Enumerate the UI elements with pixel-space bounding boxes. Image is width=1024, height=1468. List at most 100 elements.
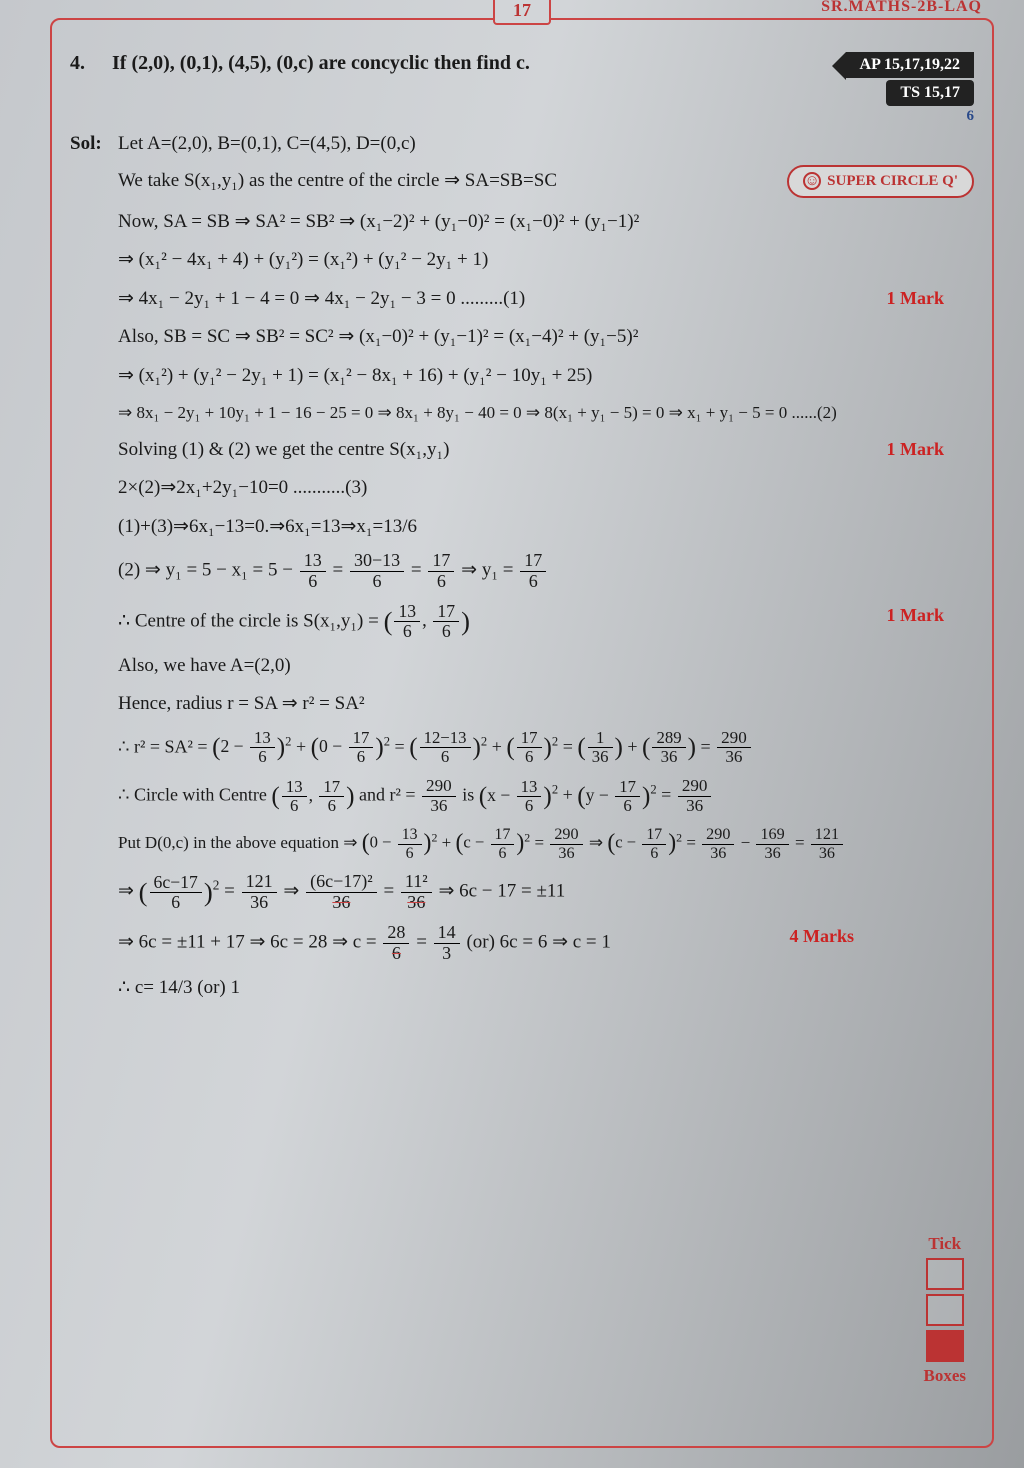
line-10: (2) ⇒ y₁ = 5 − x₁ = 5 − 136 = 30−136 = 1…: [118, 551, 974, 592]
f23n: 17: [642, 826, 666, 844]
f32d: 3: [434, 944, 460, 964]
f24n: 290: [702, 826, 734, 845]
line-1: Now, SA = SB ⇒ SA² = SB² ⇒ (x₁−2)² + (y₁…: [118, 208, 974, 237]
f17n: 13: [517, 778, 542, 797]
mark-4: 4 Marks: [790, 923, 855, 950]
f10d: 6: [517, 748, 542, 766]
f13d: 36: [717, 748, 751, 767]
f3d: 6: [428, 572, 454, 592]
f2n: 30−13: [350, 551, 404, 572]
f27d: 6: [150, 893, 202, 912]
f27n: 6c−17: [150, 873, 202, 893]
f2d: 6: [350, 572, 404, 592]
l14-prefix: ∴ r² = SA² =: [118, 736, 212, 756]
f28d: 36: [242, 893, 277, 913]
f22n: 290: [550, 826, 582, 845]
f7d: 6: [250, 748, 275, 766]
f21n: 17: [491, 826, 515, 844]
f15n: 17: [319, 778, 344, 797]
f5d: 6: [394, 622, 420, 641]
ap-badge: AP 15,17,19,22: [846, 52, 974, 78]
f30n: 11²: [401, 872, 432, 893]
line-8: 2×(2)⇒2x₁+2y₁−10=0 ...........(3): [118, 474, 974, 503]
f31n: 28: [383, 923, 409, 944]
l15-is: is: [462, 785, 479, 805]
f17d: 6: [517, 797, 542, 815]
f26n: 121: [811, 826, 843, 845]
f14d: 6: [282, 797, 307, 815]
f13n: 290: [717, 729, 751, 749]
f32n: 14: [434, 923, 460, 944]
f11n: 1: [588, 729, 613, 748]
f15d: 6: [319, 797, 344, 815]
tick-boxes: Tick Boxes: [924, 1234, 967, 1386]
line-13: Hence, radius r = SA ⇒ r² = SA²: [118, 690, 974, 719]
f23d: 6: [642, 845, 666, 862]
f12n: 289: [652, 729, 685, 748]
book-title: SR.MATHS-2B-LAQ: [821, 0, 982, 16]
f20n: 13: [398, 826, 422, 844]
f1n: 13: [300, 551, 326, 572]
boxes-label: Boxes: [924, 1366, 967, 1386]
l10-prefix: (2) ⇒ y₁ = 5 − x₁ = 5 −: [118, 560, 298, 581]
l18-prefix: ⇒ 6c = ±11 + 17 ⇒ 6c = 28 ⇒ c =: [118, 932, 381, 953]
line-17: ⇒ (6c−176)2 = 12136 ⇒ (6c−17)²36 = 11²36…: [118, 872, 974, 913]
f30d: 36: [401, 893, 432, 913]
l17-prefix: ⇒: [118, 881, 139, 902]
tick-box-1[interactable]: [926, 1258, 964, 1290]
f22d: 36: [550, 845, 582, 863]
centre-take-text: We take S(x₁,y₁) as the centre of the ci…: [118, 167, 557, 196]
solution-label: Sol:: [70, 133, 106, 155]
f21d: 6: [491, 845, 515, 862]
question-row: 4. If (2,0), (0,1), (4,5), (0,c) are con…: [70, 40, 974, 125]
f6d: 6: [433, 622, 459, 641]
f18n: 17: [615, 778, 640, 797]
badge-stack: AP 15,17,19,22 TS 15,17 6: [846, 52, 974, 125]
l15-prefix: ∴ Circle with Centre: [118, 785, 267, 805]
line-18: ⇒ 6c = ±11 + 17 ⇒ 6c = 28 ⇒ c = 286 = 14…: [118, 923, 974, 964]
line-12: Also, we have A=(2,0): [118, 652, 974, 681]
line-19: ∴ c= 14/3 (or) 1: [118, 974, 974, 1003]
line-7-text: Solving (1) & (2) we get the centre S(x₁…: [118, 439, 449, 460]
f26d: 36: [811, 845, 843, 863]
f18d: 6: [615, 797, 640, 815]
mark-1: 1 Mark: [887, 285, 945, 312]
f8d: 6: [349, 748, 374, 766]
l18-suffix: (or) 6c = 6 ⇒ c = 1: [466, 932, 610, 953]
f4n: 17: [520, 551, 546, 572]
f14n: 13: [282, 778, 307, 797]
f19n: 290: [678, 777, 712, 797]
super-circle-badge: ☺ SUPER CIRCLE Q': [787, 165, 974, 198]
f24d: 36: [702, 845, 734, 863]
centre-take-line: We take S(x₁,y₁) as the centre of the ci…: [118, 165, 974, 198]
line-6: ⇒ 8x₁ − 2y₁ + 10y₁ + 1 − 16 − 25 = 0 ⇒ 8…: [118, 400, 974, 426]
smile-icon: ☺: [803, 172, 821, 190]
question-text: If (2,0), (0,1), (4,5), (0,c) are concyc…: [112, 52, 828, 75]
f25n: 169: [756, 826, 788, 845]
question-number: 4.: [70, 52, 94, 75]
tick-box-2[interactable]: [926, 1294, 964, 1326]
f11d: 36: [588, 748, 613, 766]
f6n: 17: [433, 602, 459, 622]
line-4: Also, SB = SC ⇒ SB² = SC² ⇒ (x₁−0)² + (y…: [118, 323, 974, 352]
line-11: ∴ Centre of the circle is S(x₁,y₁) = ( 1…: [118, 602, 974, 642]
f28n: 121: [242, 872, 277, 893]
tick-label: Tick: [928, 1234, 961, 1254]
f16n: 290: [422, 777, 456, 797]
f9n: 12−13: [420, 729, 471, 748]
mark-3: 1 Mark: [887, 602, 945, 629]
l11-prefix: ∴ Centre of the circle is S(x₁,y₁) =: [118, 610, 384, 631]
line-9: (1)+(3)⇒6x₁−13=0.⇒6x₁=13⇒x₁=13/6: [118, 513, 974, 542]
line-3-text: ⇒ 4x₁ − 2y₁ + 1 − 4 = 0 ⇒ 4x₁ − 2y₁ − 3 …: [118, 288, 525, 309]
line-14: ∴ r² = SA² = (2 − 136)2 + (0 − 176)2 = (…: [118, 729, 974, 768]
tick-box-3[interactable]: [926, 1330, 964, 1362]
line-15: ∴ Circle with Centre ( 136, 176 ) and r²…: [118, 777, 974, 816]
line-3: ⇒ 4x₁ − 2y₁ + 1 − 4 = 0 ⇒ 4x₁ − 2y₁ − 3 …: [118, 285, 974, 314]
f16d: 36: [422, 797, 456, 816]
line-5: ⇒ (x₁²) + (y₁² − 2y₁ + 1) = (x₁² − 8x₁ +…: [118, 362, 974, 391]
f20d: 6: [398, 845, 422, 862]
l16-prefix: Put D(0,c) in the above equation ⇒: [118, 833, 362, 852]
l15-mid: and r² =: [359, 785, 420, 805]
f25d: 36: [756, 845, 788, 863]
f19d: 36: [678, 797, 712, 816]
